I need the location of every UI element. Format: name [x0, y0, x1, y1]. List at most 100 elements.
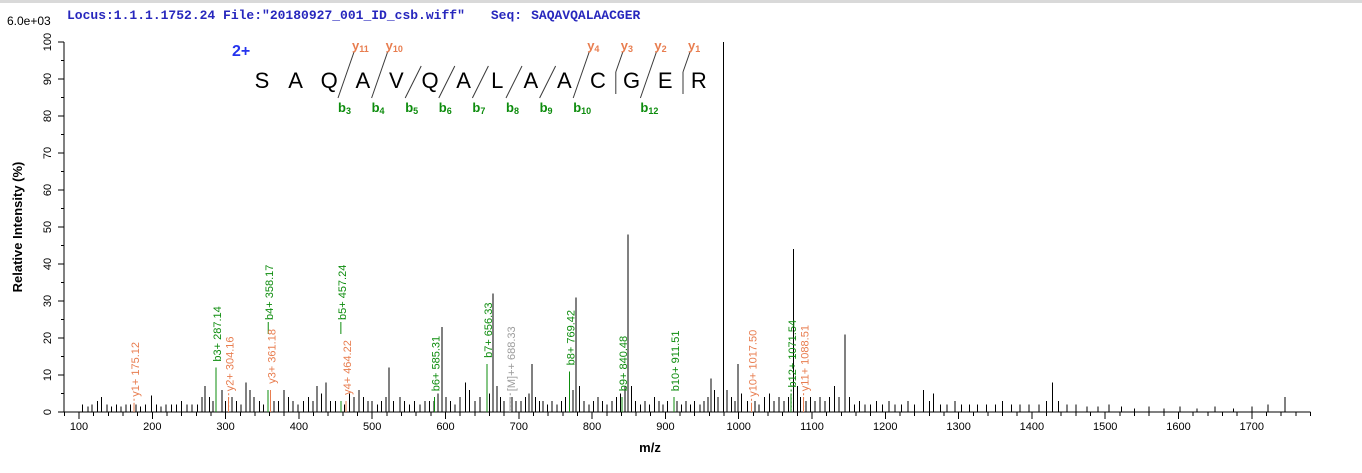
cleavage-slash	[682, 51, 691, 73]
locus-file-text: Locus:1.1.1.1752.24 File:"20180927_001_I…	[67, 8, 465, 23]
residue-letter: A	[557, 68, 572, 93]
b-ion-mark: b7	[472, 100, 485, 116]
fragment-peak-label: y10+ 1017.50	[748, 330, 760, 397]
b-ion-mark: b5	[405, 100, 418, 116]
residue-letter: S	[255, 68, 270, 93]
y-tick-label: 50	[42, 221, 54, 233]
residue-letter: A	[288, 68, 303, 93]
fragment-peak-label: y2+ 304.16	[225, 336, 237, 391]
y-tick-label: 70	[42, 147, 54, 159]
b-ion-mark: b10	[573, 100, 591, 116]
y-ion-mark: y1	[688, 38, 700, 54]
x-tick-label: 200	[143, 421, 161, 433]
b-ion-mark: b8	[506, 100, 519, 116]
fragment-peak-label: y11+ 1088.51	[800, 325, 812, 391]
y-axis-title: Relative Intensity (%)	[10, 162, 25, 293]
residue-letter: A	[355, 68, 370, 93]
y-tick-label: 100	[42, 33, 54, 51]
residue-letter: R	[691, 68, 707, 93]
y-tick-label: 60	[42, 184, 54, 196]
fragment-peak-label: b3+ 287.14	[212, 306, 224, 361]
cleavage-slash	[404, 65, 422, 99]
b-ion-mark: b6	[439, 100, 452, 116]
cleavage-slash	[639, 51, 657, 99]
x-tick-label: 100	[70, 421, 88, 433]
b-ion-mark: b3	[338, 100, 351, 116]
cleavage-slash	[337, 51, 355, 99]
residue-letter: A	[456, 68, 471, 93]
residue-letter: E	[658, 68, 673, 93]
x-tick-label: 1500	[1093, 421, 1117, 433]
y-tick-label: 10	[42, 369, 54, 381]
y-ion-mark: y11	[352, 38, 369, 54]
fragment-peak-label: y4+ 464.22	[342, 340, 354, 395]
seq-label: Seq:	[490, 8, 523, 23]
x-tick-label: 1300	[946, 421, 970, 433]
residue-letter: G	[623, 68, 640, 93]
y-tick-label: 40	[42, 258, 54, 270]
residue-letter: V	[389, 68, 404, 93]
y-tick-label: 30	[42, 295, 54, 307]
x-tick-label: 300	[216, 421, 234, 433]
residue-letter: Q	[321, 68, 338, 93]
y-tick-label: 20	[42, 332, 54, 344]
fragment-peak-label: b10+ 911.51	[670, 331, 682, 392]
axes	[58, 41, 1311, 419]
window-top-edge	[0, 0, 1362, 3]
y-ion-mark: y3	[621, 38, 633, 54]
x-tick-label: 700	[510, 421, 528, 433]
x-tick-label: 900	[656, 421, 674, 433]
x-axis-title: m/z	[639, 440, 661, 455]
y-tick-label: 80	[42, 110, 54, 122]
cleavage-slash	[438, 65, 456, 99]
cleavage-slash	[371, 51, 389, 99]
x-tick-label: 1200	[873, 421, 897, 433]
b-ion-mark: b9	[540, 100, 553, 116]
residue-letter: C	[590, 68, 606, 93]
cleavage-slash	[615, 51, 624, 73]
precursor-charge-label: 2+	[232, 43, 250, 60]
b-ion-mark: b12	[640, 100, 658, 116]
header-line: Locus:1.1.1.1752.24 File:"20180927_001_I…	[67, 8, 640, 23]
x-tick-label: 600	[436, 421, 454, 433]
x-tick-label: 400	[290, 421, 308, 433]
x-tick-label: 500	[363, 421, 381, 433]
y-tick-label: 90	[42, 73, 54, 85]
y-tick-label: 0	[42, 409, 54, 415]
fragment-peak-label: b8+ 769.42	[566, 310, 578, 365]
x-tick-label: 1000	[726, 421, 750, 433]
x-tick-label: 1700	[1240, 421, 1264, 433]
x-tick-label: 1400	[1020, 421, 1044, 433]
x-tick-label: 800	[583, 421, 601, 433]
fragment-peak-label: b6+ 585.31	[431, 336, 443, 391]
fragment-peak-label: b12+ 1071.54	[787, 320, 799, 388]
fragment-peak-label: b7+ 656.33	[483, 303, 495, 358]
residue-letter: L	[491, 68, 503, 93]
fragment-peak-label: y1+ 175.12	[130, 342, 142, 397]
y-ion-mark: y10	[386, 38, 403, 54]
intensity-scale-note: 6.0e+03	[7, 14, 51, 28]
cleavage-slash	[572, 51, 590, 99]
x-tick-label: 1100	[800, 421, 824, 433]
y-ion-mark: y2	[654, 38, 666, 54]
fragment-peak-label: b9+ 840.48	[618, 336, 630, 391]
b-ion-mark: b4	[372, 100, 385, 116]
seq-value: SAQAVQALAACGER	[531, 8, 641, 23]
residue-letter: Q	[421, 68, 438, 93]
cleavage-slash	[505, 65, 523, 99]
cleavage-slash	[471, 65, 489, 99]
x-tick-label: 1600	[1166, 421, 1190, 433]
fragment-peak-label: y3+ 361.18	[266, 329, 278, 384]
tick-labels: 100 200 300 400 500 600 700 800 900 1000 1100 1200 1…	[10, 33, 1264, 455]
residue-letter: A	[523, 68, 538, 93]
fragment-peak-label: [M]++ 688.33	[506, 326, 518, 391]
cleavage-slash	[539, 65, 557, 99]
peaks-layer	[82, 42, 1286, 412]
fragment-peak-label: b5+ 457.24	[337, 265, 349, 320]
y-ion-mark: y4	[587, 38, 599, 54]
fragment-peak-label: b4+ 358.17	[264, 265, 276, 320]
